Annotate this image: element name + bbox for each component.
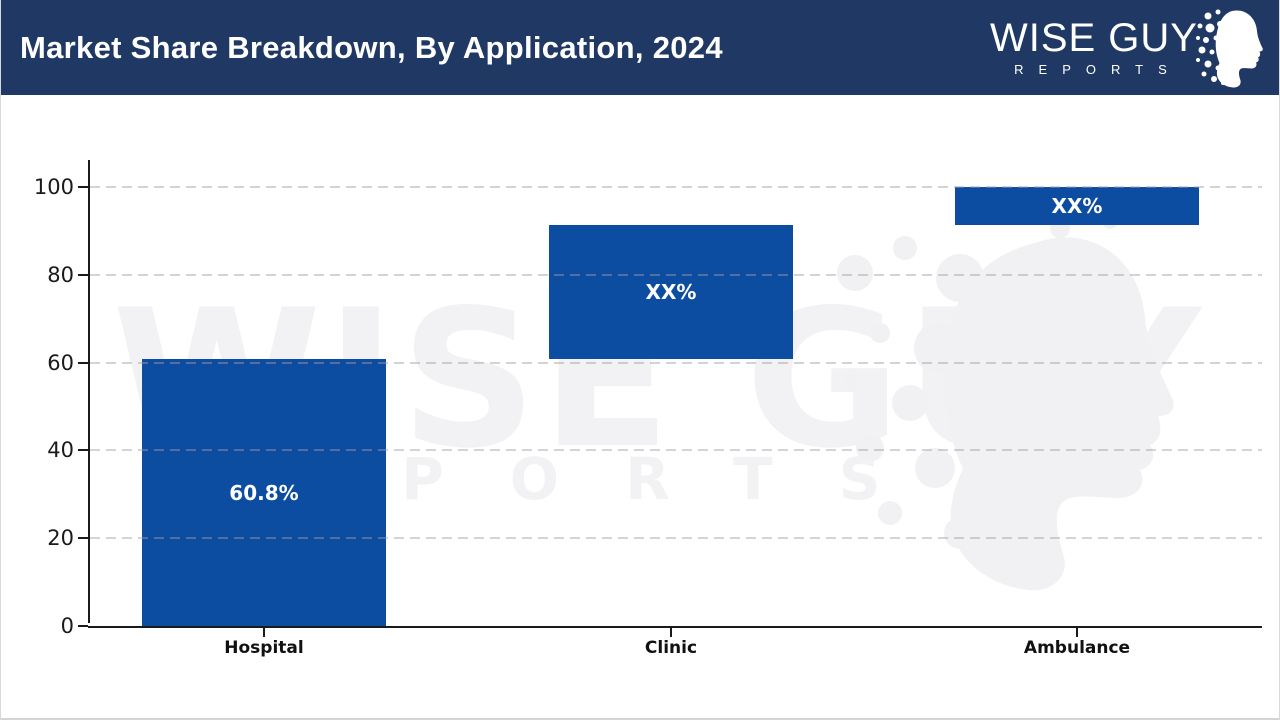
chart-area: WISE GUY REPORTS 60.8% XX% XX% 0 20 40 60 80 10… [0,95,1280,720]
brand-logo: WISE GUY REPORTS [990,6,1266,90]
logo-sub-text: REPORTS [1014,62,1182,77]
y-tick-label-80: 80 [47,263,74,287]
x-category-label-ambulance: Ambulance [1023,638,1131,658]
logo-face-icon [1196,9,1263,88]
x-tick-mark-ambulance [1076,628,1078,637]
y-tick-label-0: 0 [60,614,74,638]
bar-clinic: XX% [549,225,793,359]
bar-value-label: XX% [645,280,697,304]
bar-value-label: 60.8% [229,480,299,505]
y-tick-mark-80 [78,274,88,276]
bar-hospital: 60.8% [142,359,386,626]
header-bar: Market Share Breakdown, By Application, … [0,0,1280,95]
x-category-label-clinic: Clinic [644,638,698,658]
y-tick-mark-100 [78,186,88,188]
x-tick-mark-clinic [670,628,672,637]
watermark-face-icon [837,213,1174,591]
y-tick-mark-60 [78,362,88,364]
gridline-y40 [90,449,1262,451]
y-tick-mark-40 [78,449,88,451]
y-tick-label-60: 60 [47,351,74,375]
x-axis-line [88,626,1262,628]
y-tick-label-20: 20 [47,526,74,550]
bar-value-label: XX% [1051,194,1103,218]
gridline-y80 [90,274,1262,276]
logo-text-block: WISE GUY REPORTS [990,18,1198,77]
y-tick-mark-20 [78,537,88,539]
y-tick-mark-0 [78,625,88,627]
y-tick-label-40: 40 [47,438,74,462]
y-tick-label-100: 100 [33,175,74,199]
y-axis-line [88,160,90,623]
page-title: Market Share Breakdown, By Application, … [20,29,723,65]
x-tick-mark-hospital [263,628,265,637]
gridline-y60 [90,362,1262,364]
gridline-y100 [90,186,1262,188]
logo-brand-text: WISE GUY [989,16,1198,60]
gridline-y20 [90,537,1262,539]
bar-ambulance: XX% [955,187,1199,225]
x-category-label-hospital: Hospital [224,638,304,658]
